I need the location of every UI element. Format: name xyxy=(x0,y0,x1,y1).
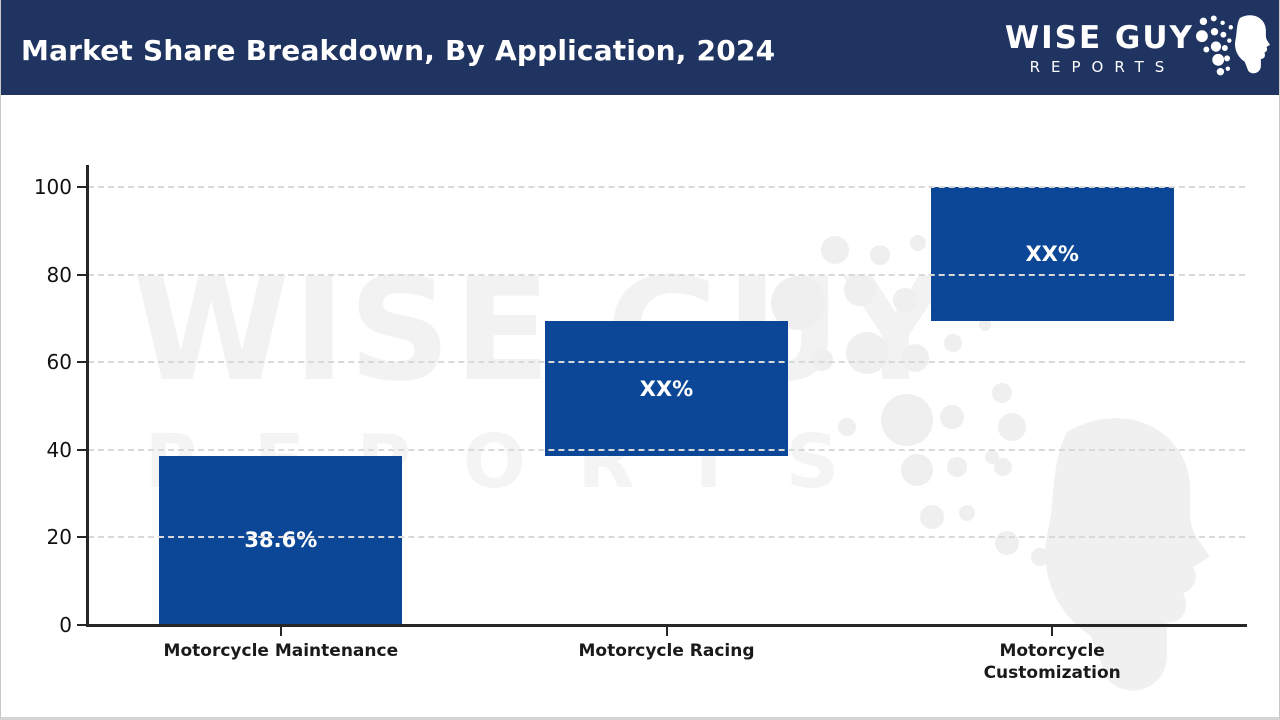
header-bar: Market Share Breakdown, By Application, … xyxy=(0,0,1280,95)
gridline xyxy=(88,273,1245,276)
x-axis-line xyxy=(86,624,1247,627)
wiseguy-face-icon xyxy=(1196,15,1270,76)
x-tick-mark xyxy=(665,627,668,636)
bar-value-label: 38.6% xyxy=(244,528,318,553)
logo-reports-text: REPORTS xyxy=(1029,58,1176,76)
y-axis-line xyxy=(86,165,89,627)
gridline xyxy=(88,536,1245,539)
y-tick-label: 20 xyxy=(46,525,72,550)
y-tick-mark xyxy=(77,624,86,626)
bar-value-label: XX% xyxy=(639,376,694,401)
x-category-label: Motorcycle Customization xyxy=(983,641,1121,684)
gridline xyxy=(88,448,1245,451)
bar: XX% xyxy=(545,321,788,456)
bar-value-label: XX% xyxy=(1025,242,1079,267)
y-tick-label: 60 xyxy=(46,350,72,375)
y-tick-label: 100 xyxy=(33,175,72,199)
x-category-label: Motorcycle Racing xyxy=(578,641,755,661)
wiseguy-logo: WISE GUY REPORTS xyxy=(1005,4,1270,92)
x-category-label: Motorcycle Maintenance xyxy=(163,641,399,661)
x-tick-mark xyxy=(1051,627,1054,636)
y-tick-mark xyxy=(77,273,86,276)
x-tick-mark xyxy=(279,627,282,636)
y-axis-ticks xyxy=(77,186,87,626)
y-tick-mark xyxy=(77,448,86,451)
watermark-dotted-head-icon xyxy=(771,235,1210,691)
y-tick-mark xyxy=(77,536,86,539)
y-tick-label: 0 xyxy=(59,613,72,637)
y-tick-mark xyxy=(77,186,86,188)
y-axis-labels: 0 20 40 60 80 100 xyxy=(0,177,72,635)
x-axis-ticks xyxy=(88,627,1245,636)
plot-area: 38.6% XX% XX% xyxy=(88,186,1245,625)
bar: XX% xyxy=(930,187,1174,322)
page-title: Market Share Breakdown, By Application, … xyxy=(21,34,776,67)
gridline xyxy=(88,361,1245,364)
y-tick-label: 40 xyxy=(46,437,72,462)
y-tick-label: 80 xyxy=(46,262,72,287)
bar: 38.6% xyxy=(159,455,403,625)
logo-wiseguy-text: WISE GUY xyxy=(1004,20,1194,56)
y-tick-mark xyxy=(77,361,86,364)
gridline xyxy=(88,186,1245,188)
